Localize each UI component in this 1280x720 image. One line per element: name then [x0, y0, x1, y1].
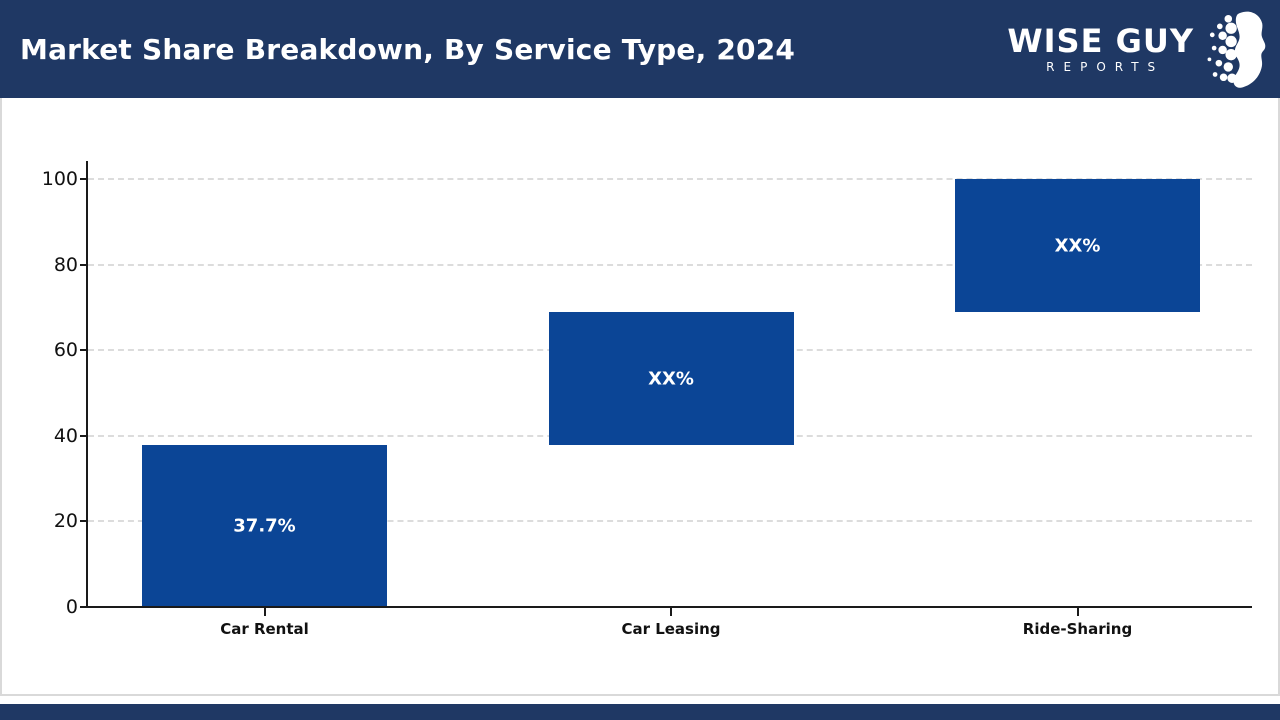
x-category-label: Car Leasing	[621, 620, 721, 638]
logo-dotted-head-icon	[1207, 11, 1266, 88]
header-bar: Market Share Breakdown, By Service Type,…	[0, 0, 1280, 98]
y-axis-line	[86, 161, 88, 608]
y-tick-label: 60	[53, 339, 78, 362]
y-tick-mark	[80, 178, 88, 181]
y-tick-label: 40	[53, 424, 78, 447]
wise-guy-reports-logo: WISE GUY REPORTS	[1007, 6, 1266, 92]
footer-bar	[0, 704, 1280, 720]
y-tick-label: 0	[65, 595, 78, 618]
y-tick-mark	[80, 349, 88, 352]
bar	[142, 445, 387, 607]
x-tick-mark	[670, 607, 672, 616]
grid-line	[88, 263, 1252, 266]
x-tick-mark	[263, 607, 266, 616]
chart-title: Market Share Breakdown, By Service Type,…	[20, 32, 796, 66]
bar-value-label: XX%	[648, 368, 694, 390]
bar	[548, 311, 794, 446]
x-tick-mark	[1076, 607, 1079, 616]
x-axis-line	[86, 605, 1252, 608]
y-tick-mark	[80, 263, 88, 266]
y-tick-mark	[80, 605, 88, 608]
grid-line	[88, 520, 1252, 523]
logo-subtitle: REPORTS	[1046, 60, 1165, 74]
y-tick-label: 100	[41, 168, 78, 191]
y-tick-label: 80	[53, 253, 78, 276]
bar-value-label: XX%	[1054, 235, 1101, 257]
x-category-label: Ride-Sharing	[1022, 620, 1133, 638]
bar-value-label: 37.7%	[233, 515, 296, 537]
grid-line	[88, 178, 1252, 181]
x-category-label: Car Rental	[220, 620, 309, 638]
y-tick-mark	[80, 520, 88, 523]
y-tick-mark	[80, 434, 88, 437]
logo-wordmark: WISE GUY	[1007, 22, 1194, 60]
y-tick-label: 20	[53, 510, 78, 533]
